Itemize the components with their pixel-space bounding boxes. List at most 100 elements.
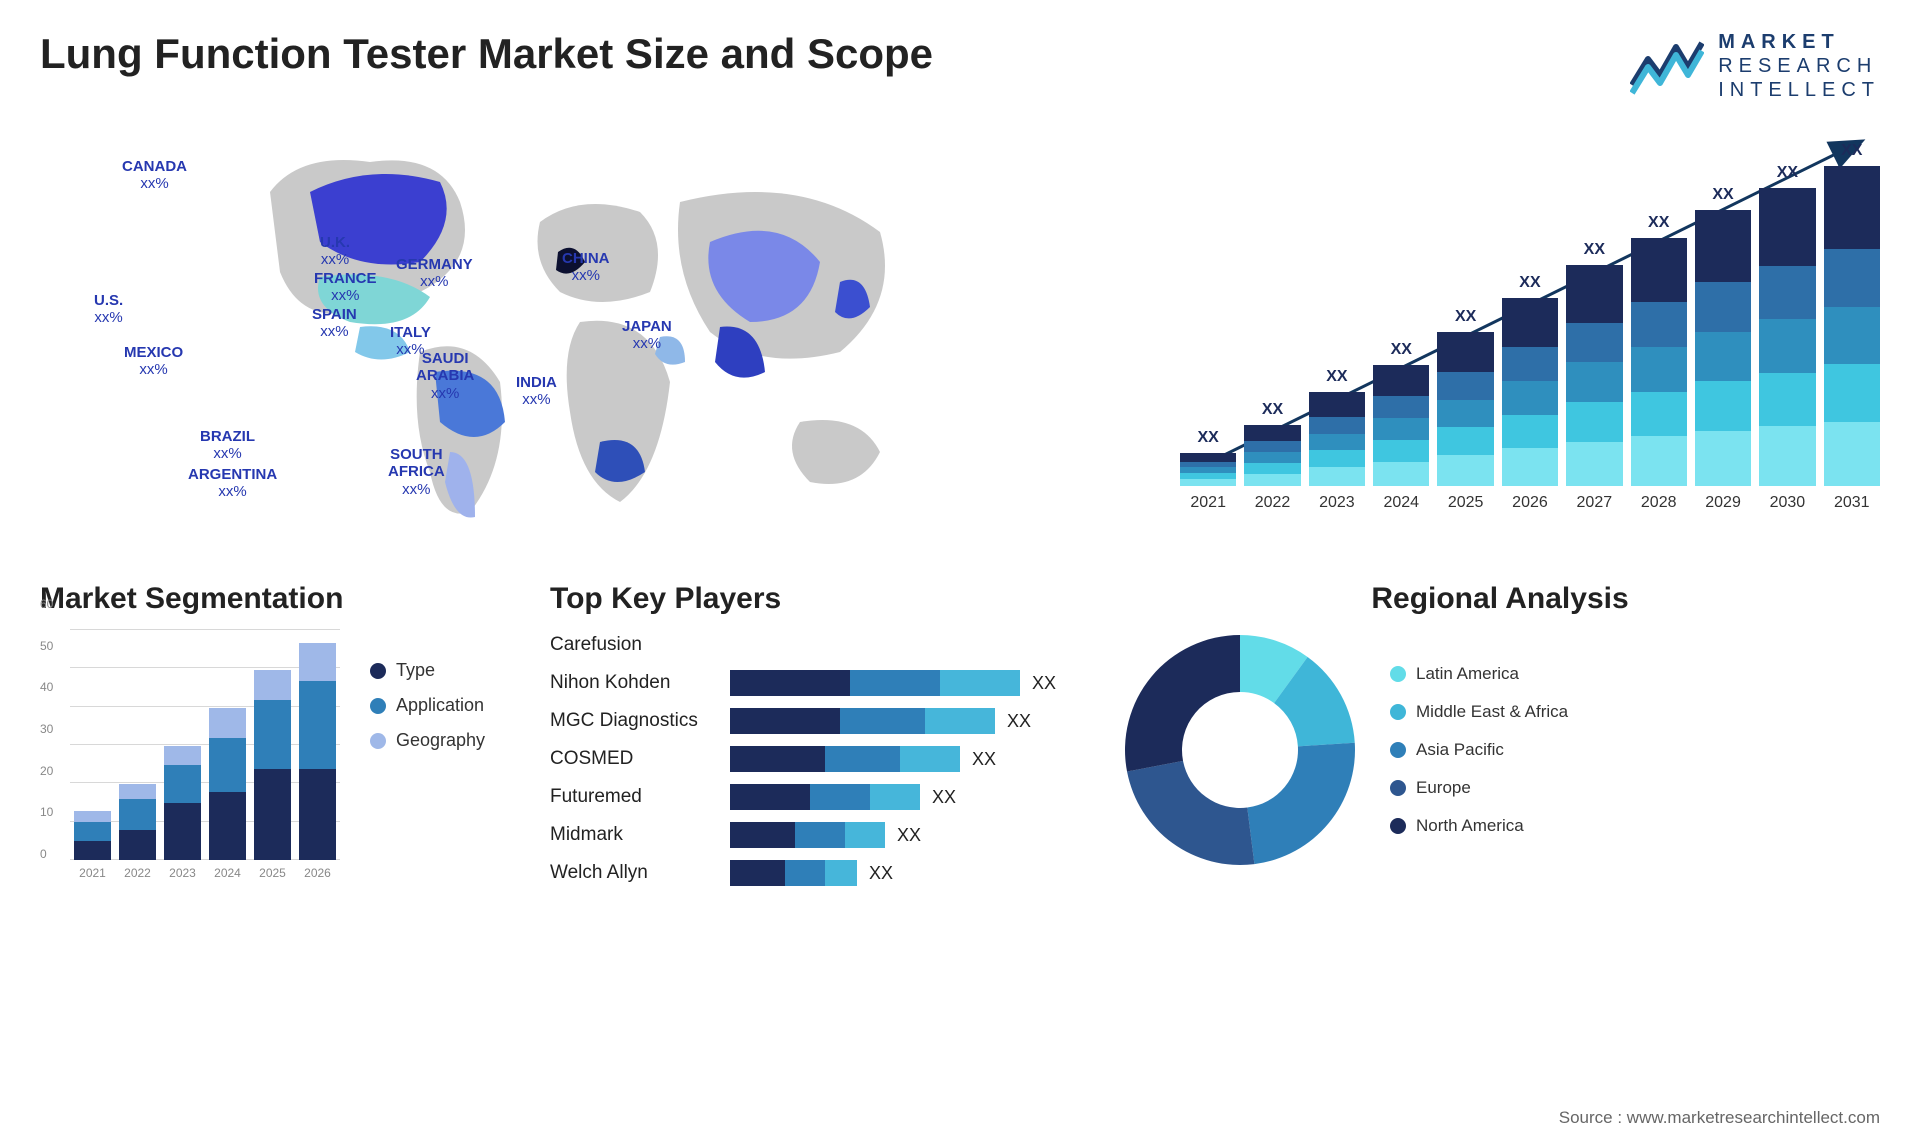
logo-icon <box>1630 37 1704 95</box>
world-map: CANADAxx%U.S.xx%MEXICOxx%BRAZILxx%ARGENT… <box>40 122 1140 542</box>
segmentation-legend: TypeApplicationGeography <box>370 630 485 880</box>
seg-bar <box>164 746 201 860</box>
player-row: Carefusion <box>550 630 1090 660</box>
player-value: XX <box>1032 673 1056 694</box>
segmentation-title: Market Segmentation <box>40 582 520 616</box>
growth-bar: XX2026 <box>1502 298 1558 512</box>
player-row: Welch Allyn XX <box>550 858 1090 888</box>
map-label: JAPANxx% <box>622 318 672 353</box>
map-label: CANADAxx% <box>122 158 187 193</box>
growth-bar-year: 2026 <box>1512 494 1548 512</box>
map-label: U.S.xx% <box>94 292 123 327</box>
growth-bar-label: XX <box>1712 186 1733 204</box>
logo-line-3: INTELLECT <box>1718 78 1880 102</box>
donut-slice <box>1125 635 1240 772</box>
map-label: FRANCExx% <box>314 270 377 305</box>
player-row: MidmarkXX <box>550 820 1090 850</box>
logo-line-1: MARKET <box>1718 30 1880 54</box>
player-row: Nihon Kohden XX <box>550 668 1090 698</box>
legend-item: Application <box>370 695 485 716</box>
growth-bar-label: XX <box>1584 241 1605 259</box>
map-label: CHINAxx% <box>562 250 610 285</box>
growth-bar: XX2023 <box>1309 392 1365 512</box>
map-label: SOUTHAFRICAxx% <box>388 446 445 498</box>
player-row: MGC Diagnostics XX <box>550 706 1090 736</box>
growth-bar-year: 2031 <box>1834 494 1870 512</box>
growth-bar-label: XX <box>1455 308 1476 326</box>
player-name: Futuremed <box>550 786 730 808</box>
seg-bar <box>74 811 111 860</box>
player-name: Carefusion <box>550 634 730 656</box>
seg-xlabel: 2023 <box>164 866 201 880</box>
player-name: Nihon Kohden <box>550 672 730 694</box>
regional-donut <box>1120 630 1360 870</box>
map-label: SPAINxx% <box>312 306 357 341</box>
legend-item: Europe <box>1390 778 1568 798</box>
seg-bar <box>299 643 336 860</box>
legend-item: Middle East & Africa <box>1390 702 1568 722</box>
seg-bar <box>254 670 291 860</box>
player-name: Midmark <box>550 824 730 846</box>
map-label: SAUDIARABIAxx% <box>416 350 474 402</box>
legend-item: Type <box>370 660 485 681</box>
map-label: U.K.xx% <box>320 234 350 269</box>
players-chart: Carefusion Nihon Kohden XX MGC Diagnostics X… <box>550 630 1090 888</box>
growth-bar-year: 2029 <box>1705 494 1741 512</box>
seg-xlabel: 2021 <box>74 866 111 880</box>
logo-line-2: RESEARCH <box>1718 54 1880 78</box>
growth-bar-label: XX <box>1777 164 1798 182</box>
player-row: Futuremed XX <box>550 782 1090 812</box>
seg-ylabel: 20 <box>40 764 53 778</box>
legend-item: Asia Pacific <box>1390 740 1568 760</box>
growth-bar-label: XX <box>1262 401 1283 419</box>
growth-bar-year: 2023 <box>1319 494 1355 512</box>
donut-slice <box>1247 743 1355 864</box>
growth-bar-year: 2021 <box>1190 494 1226 512</box>
seg-ylabel: 40 <box>40 680 53 694</box>
map-label: ARGENTINAxx% <box>188 466 277 501</box>
growth-bar-label: XX <box>1519 274 1540 292</box>
regional-title: Regional Analysis <box>1120 582 1880 616</box>
seg-bar <box>209 708 246 860</box>
player-value: XX <box>932 787 956 808</box>
seg-ylabel: 50 <box>40 639 53 653</box>
growth-bar-year: 2025 <box>1448 494 1484 512</box>
growth-bar-year: 2030 <box>1770 494 1806 512</box>
legend-item: Latin America <box>1390 664 1568 684</box>
player-value: XX <box>1007 711 1031 732</box>
seg-xlabel: 2025 <box>254 866 291 880</box>
growth-bar: XX2021 <box>1180 453 1236 512</box>
source-attribution: Source : www.marketresearchintellect.com <box>1559 1108 1880 1128</box>
growth-bar-year: 2027 <box>1577 494 1613 512</box>
growth-bar: XX2024 <box>1373 365 1429 512</box>
growth-bar-label: XX <box>1391 341 1412 359</box>
seg-xlabel: 2024 <box>209 866 246 880</box>
growth-bar-label: XX <box>1326 368 1347 386</box>
growth-bar: XX2022 <box>1244 425 1300 512</box>
growth-bar-year: 2022 <box>1255 494 1291 512</box>
player-value: XX <box>972 749 996 770</box>
growth-bar: XX2031 <box>1824 166 1880 512</box>
seg-ylabel: 60 <box>40 597 53 611</box>
growth-bar: XX2029 <box>1695 210 1751 512</box>
player-value: XX <box>869 863 893 884</box>
growth-bar: XX2027 <box>1566 265 1622 512</box>
growth-bar: XX2025 <box>1437 332 1493 512</box>
map-label: MEXICOxx% <box>124 344 183 379</box>
player-name: MGC Diagnostics <box>550 710 730 732</box>
seg-ylabel: 30 <box>40 722 53 736</box>
page-title: Lung Function Tester Market Size and Sco… <box>40 30 933 78</box>
brand-logo: MARKET RESEARCH INTELLECT <box>1630 30 1880 102</box>
regional-legend: Latin America Middle East & Africa Asia Pa… <box>1390 664 1568 836</box>
player-name: Welch Allyn <box>550 862 730 884</box>
map-label: INDIAxx% <box>516 374 557 409</box>
player-row: COSMED XX <box>550 744 1090 774</box>
growth-bar-label: XX <box>1841 142 1862 160</box>
map-label: GERMANYxx% <box>396 256 473 291</box>
growth-bar-label: XX <box>1648 214 1669 232</box>
growth-chart: XX2021XX2022XX2023XX2024XX2025XX2026XX20… <box>1180 122 1880 542</box>
segmentation-chart: 202120222023202420252026 0102030405060 <box>40 630 340 880</box>
seg-xlabel: 2026 <box>299 866 336 880</box>
player-name: COSMED <box>550 748 730 770</box>
growth-bar-label: XX <box>1198 429 1219 447</box>
